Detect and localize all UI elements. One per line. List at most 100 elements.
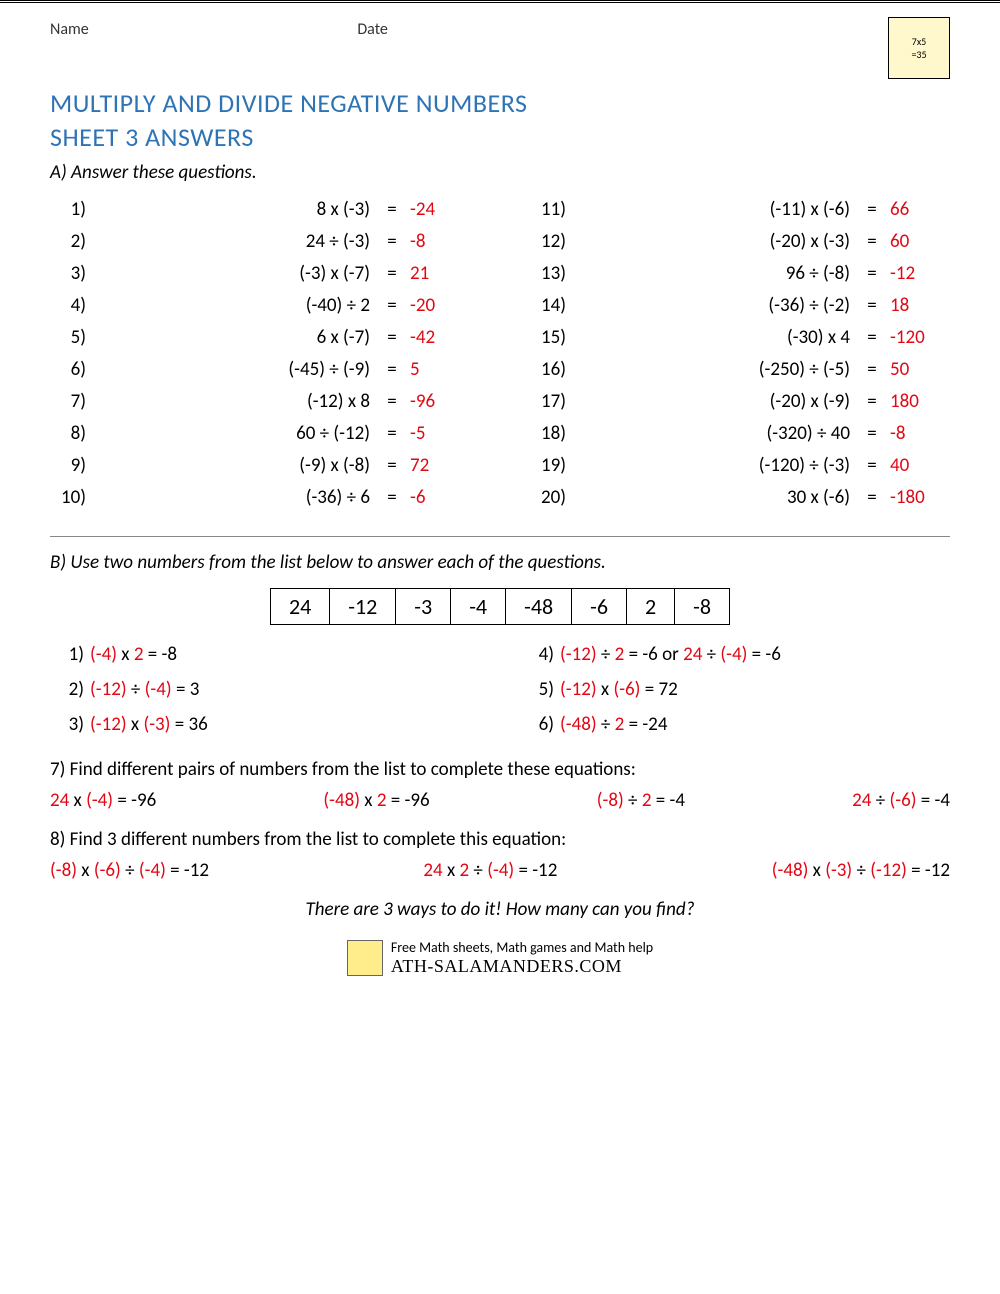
question-row: 7)(-12) x 8=-96	[50, 390, 470, 413]
question-row: 3)(-3) x (-7)=21	[50, 262, 470, 285]
section-b-row: 5)(-12) x (-6) = 72	[520, 678, 950, 701]
number-cell: -6	[572, 589, 627, 625]
question-row: 8)60 ÷ (-12)=-5	[50, 422, 470, 445]
question-answer: -96	[404, 390, 470, 413]
question-row: 15)(-30) x 4=-120	[530, 326, 950, 349]
answer-value: (-4)	[487, 859, 514, 882]
question-answer: -120	[884, 326, 950, 349]
equals-sign: =	[860, 422, 884, 445]
question-expression: (-120) ÷ (-3)	[572, 454, 860, 477]
question-row: 18)(-320) ÷ 40=-8	[530, 422, 950, 445]
equation-item: (-8) ÷ 2 = -4	[597, 789, 685, 812]
question-answer: 5	[404, 358, 470, 381]
equals-sign: =	[380, 294, 404, 317]
question-number: 20)	[530, 486, 572, 509]
equals-sign: =	[380, 230, 404, 253]
question-row: 12)(-20) x (-3)=60	[530, 230, 950, 253]
question-number: 19)	[530, 454, 572, 477]
section-b-instruction: B) Use two numbers from the list below t…	[50, 551, 950, 574]
answer-value: 24	[683, 643, 702, 666]
answer-value: 24	[50, 789, 69, 812]
question-number: 4)	[520, 643, 560, 666]
answer-value: (-8)	[597, 789, 624, 812]
footer-tagline: Free Math sheets, Math games and Math he…	[391, 939, 653, 956]
question-answer: 40	[884, 454, 950, 477]
equals-sign: =	[860, 326, 884, 349]
question-number: 6)	[520, 713, 560, 736]
equals-sign: =	[380, 454, 404, 477]
question-number: 3)	[50, 713, 90, 736]
answer-value: 2	[615, 713, 625, 736]
question-row: 9)(-9) x (-8)=72	[50, 454, 470, 477]
equation-item: (-48) x 2 = -96	[323, 789, 429, 812]
question-8-equations: (-8) x (-6) ÷ (-4) = -1224 x 2 ÷ (-4) = …	[50, 859, 950, 882]
question-expression: (-36) ÷ (-2)	[572, 294, 860, 317]
question-8-text: 8) Find 3 different numbers from the lis…	[50, 828, 950, 851]
footer-site: ATH-SALAMANDERS.COM	[391, 956, 622, 977]
answer-value: (-3)	[825, 859, 852, 882]
question-expression: (-12) x 8	[92, 390, 380, 413]
answer-value: (-6)	[889, 789, 916, 812]
question-answer: -12	[884, 262, 950, 285]
number-cell: 2	[627, 589, 675, 625]
equals-sign: =	[380, 262, 404, 285]
footer-note: There are 3 ways to do it! How many can …	[50, 898, 950, 921]
question-expression: 24 ÷ (-3)	[92, 230, 380, 253]
question-answer: 18	[884, 294, 950, 317]
number-cell: -3	[396, 589, 451, 625]
answer-value: 2	[460, 859, 470, 882]
answer-value: 2	[615, 643, 625, 666]
section-a-grid: 1)8 x (-3)=-242)24 ÷ (-3)=-83)(-3) x (-7…	[50, 198, 950, 518]
question-7-equations: 24 x (-4) = -96(-48) x 2 = -96(-8) ÷ 2 =…	[50, 789, 950, 812]
question-expression: (-320) ÷ 40	[572, 422, 860, 445]
page-footer: Free Math sheets, Math games and Math he…	[50, 939, 950, 977]
number-cell: -8	[675, 589, 730, 625]
question-row: 1)8 x (-3)=-24	[50, 198, 470, 221]
equals-sign: =	[380, 390, 404, 413]
question-answer: 60	[884, 230, 950, 253]
question-row: 5)6 x (-7)=-42	[50, 326, 470, 349]
question-row: 11)(-11) x (-6)=66	[530, 198, 950, 221]
question-number: 13)	[530, 262, 572, 285]
answer-value: (-4)	[90, 643, 117, 666]
equation-item: (-48) x (-3) ÷ (-12) = -12	[772, 859, 950, 882]
equals-sign: =	[860, 454, 884, 477]
question-answer: -180	[884, 486, 950, 509]
question-answer: 21	[404, 262, 470, 285]
section-b-row: 4)(-12) ÷ 2 = -6 or 24 ÷ (-4) = -6	[520, 643, 950, 666]
equation-item: (-8) x (-6) ÷ (-4) = -12	[50, 859, 209, 882]
question-expression: (-9) x (-8)	[92, 454, 380, 477]
worksheet-subtitle: SHEET 3 ANSWERS	[50, 121, 950, 153]
answer-value: (-12)	[870, 859, 907, 882]
question-answer: -42	[404, 326, 470, 349]
question-number: 16)	[530, 358, 572, 381]
answer-value: (-48)	[323, 789, 360, 812]
question-expression: (-11) x (-6)	[572, 198, 860, 221]
question-answer: 50	[884, 358, 950, 381]
question-number: 14)	[530, 294, 572, 317]
question-expression: (-40) ÷ 2	[92, 294, 380, 317]
question-number: 10)	[50, 486, 92, 509]
question-number: 2)	[50, 678, 90, 701]
question-expression: 60 ÷ (-12)	[92, 422, 380, 445]
question-expression: 6 x (-7)	[92, 326, 380, 349]
section-a-instruction: A) Answer these questions.	[50, 161, 950, 184]
question-row: 13)96 ÷ (-8)=-12	[530, 262, 950, 285]
number-cell: 24	[270, 589, 329, 625]
question-number: 4)	[50, 294, 92, 317]
question-expression: (-250) ÷ (-5)	[572, 358, 860, 381]
equals-sign: =	[860, 294, 884, 317]
question-expression: (-20) x (-3)	[572, 230, 860, 253]
section-divider	[50, 536, 950, 537]
equals-sign: =	[380, 486, 404, 509]
equals-sign: =	[380, 422, 404, 445]
answer-value: (-8)	[50, 859, 77, 882]
answer-value: (-12)	[560, 643, 597, 666]
question-number: 12)	[530, 230, 572, 253]
equals-sign: =	[860, 358, 884, 381]
answer-value: (-4)	[139, 859, 166, 882]
number-cell: -48	[506, 589, 572, 625]
question-answer: 180	[884, 390, 950, 413]
question-answer: -24	[404, 198, 470, 221]
question-expression: 30 x (-6)	[572, 486, 860, 509]
